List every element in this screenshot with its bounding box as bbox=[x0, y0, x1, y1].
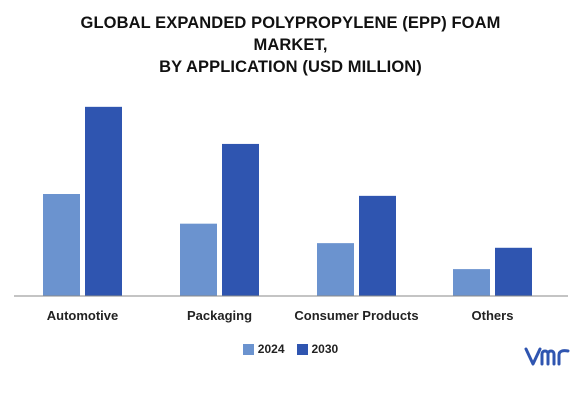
vmr-logo-icon bbox=[524, 347, 570, 366]
chart-title-line1: GLOBAL EXPANDED POLYPROPYLENE (EPP) FOAM bbox=[80, 14, 501, 32]
legend-swatch-2030 bbox=[296, 343, 308, 355]
chart-title-line3: BY APPLICATION (USD MILLION) bbox=[159, 58, 422, 76]
bar-others-2030 bbox=[495, 247, 532, 296]
x-tick-label-packaging: Packaging bbox=[187, 308, 252, 323]
chart-title: GLOBAL EXPANDED POLYPROPYLENE (EPP) FOAM… bbox=[20, 12, 561, 78]
x-tick-label-automotive: Automotive bbox=[47, 308, 119, 323]
bar-packaging-2024 bbox=[180, 223, 217, 296]
x-tick-label-consumer-products: Consumer Products bbox=[294, 308, 418, 323]
chart-legend: 2024 2030 bbox=[0, 342, 581, 356]
legend-item-2030: 2030 bbox=[296, 342, 339, 356]
legend-swatch-2024 bbox=[242, 343, 254, 355]
bar-automotive-2030 bbox=[85, 106, 122, 296]
bar-packaging-2030 bbox=[222, 143, 259, 296]
chart-title-line2: MARKET, bbox=[253, 36, 328, 54]
bar-others-2024 bbox=[453, 269, 490, 296]
legend-item-2024: 2024 bbox=[242, 342, 285, 356]
bar-consumer-products-2024 bbox=[317, 243, 354, 296]
legend-label-2024: 2024 bbox=[257, 342, 285, 356]
legend-label-2030: 2030 bbox=[311, 342, 339, 356]
x-tick-label-others: Others bbox=[472, 308, 514, 323]
bar-automotive-2024 bbox=[43, 194, 80, 296]
bar-consumer-products-2030 bbox=[359, 195, 396, 296]
